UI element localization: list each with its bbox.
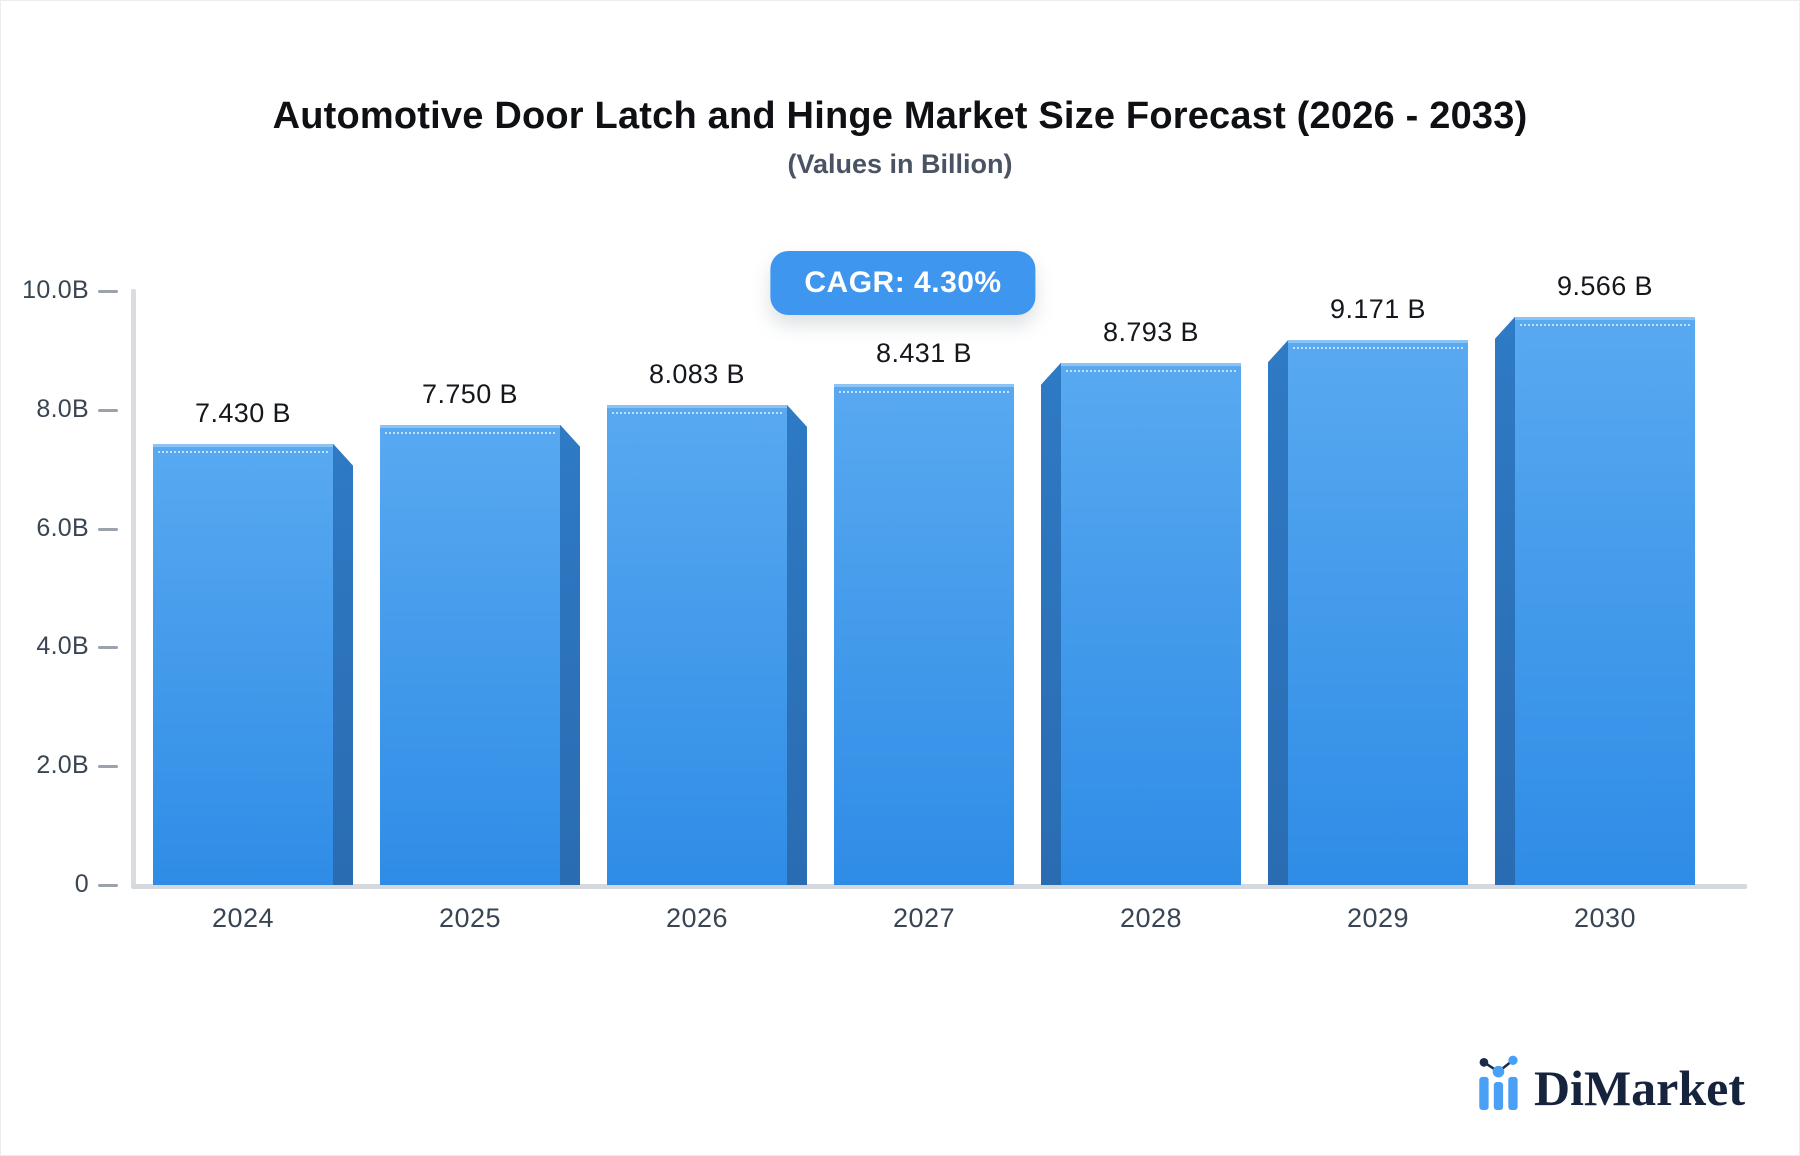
y-axis-tick-mark: [98, 408, 118, 412]
bar-side-face: [1268, 340, 1288, 885]
bar-side-face: [1041, 362, 1061, 885]
bar-top-highlight: [1515, 316, 1695, 320]
x-axis-label: 2024: [211, 903, 275, 933]
bar-top-dotted-line: [612, 411, 782, 414]
x-axis-label: 2027: [892, 903, 956, 933]
chart-title: Automotive Door Latch and Hinge Market S…: [272, 95, 1528, 137]
bar-value-label: 7.430 B: [195, 397, 291, 428]
bar-2029: [1288, 340, 1468, 885]
bar-side-face: [787, 404, 807, 885]
y-axis-tick-mark: [98, 646, 118, 650]
y-axis-line: [131, 289, 136, 885]
y-axis-tick-mark: [98, 765, 118, 769]
y-axis-tick-label: 4.0B: [36, 632, 89, 661]
brand-logo: DiMarket: [1479, 1052, 1745, 1113]
bar-top-dotted-line: [158, 450, 328, 453]
x-axis-label: 2026: [665, 903, 729, 933]
bar-value-label: 9.171 B: [1330, 294, 1426, 325]
chart-subtitle: (Values in Billion): [787, 149, 1013, 179]
y-axis-tick-label: 6.0B: [36, 513, 89, 542]
bar-value-label: 8.083 B: [649, 358, 745, 389]
y-axis-tick-label: 8.0B: [36, 394, 89, 423]
y-axis-tick-mark: [98, 290, 118, 293]
bar-chart-trend-icon: [1479, 1055, 1518, 1110]
bar-top-dotted-line: [839, 391, 1009, 394]
x-axis-label: 2030: [1573, 903, 1637, 933]
bar-top-dotted-line: [1520, 323, 1690, 326]
bar-2024: [153, 443, 333, 885]
bar-top-highlight: [607, 404, 787, 408]
x-axis-label: 2028: [1119, 903, 1183, 933]
bar-value-label: 8.793 B: [1103, 316, 1199, 347]
y-axis-tick-label: 10.0B: [22, 276, 89, 304]
brand-name: DiMarket: [1533, 1060, 1745, 1116]
y-axis-tick-label: 2.0B: [36, 751, 89, 780]
bar-side-face: [333, 443, 353, 885]
y-axis-tick-label: 0: [74, 870, 89, 898]
x-axis-label: 2025: [438, 903, 502, 933]
y-axis-tick-mark: [98, 527, 118, 531]
bar-2030: [1515, 316, 1695, 885]
bar-top-dotted-line: [385, 431, 555, 434]
bar-top-dotted-line: [1293, 347, 1463, 350]
bar-top-highlight: [1288, 340, 1468, 344]
bar-value-label: 8.431 B: [876, 338, 972, 369]
x-axis-label: 2029: [1346, 903, 1410, 933]
y-axis-tick-mark: [98, 884, 118, 887]
cagr-badge: CAGR: 4.30%: [770, 251, 1036, 315]
bar-top-highlight: [380, 424, 560, 428]
bar-value-label: 7.750 B: [422, 378, 518, 409]
bar-top-highlight: [153, 443, 333, 447]
bar-top-highlight: [834, 384, 1014, 388]
bar-top-highlight: [1061, 362, 1241, 366]
x-axis-line: [131, 884, 1747, 889]
bar-2026: [607, 404, 787, 885]
bar-2025: [380, 424, 560, 885]
bar-2027: [834, 384, 1014, 885]
bar-value-label: 9.566 B: [1557, 270, 1653, 301]
bar-side-face: [1495, 316, 1515, 885]
bar-top-dotted-line: [1066, 369, 1236, 372]
bar-side-face: [560, 424, 580, 885]
bar-2028: [1061, 362, 1241, 885]
